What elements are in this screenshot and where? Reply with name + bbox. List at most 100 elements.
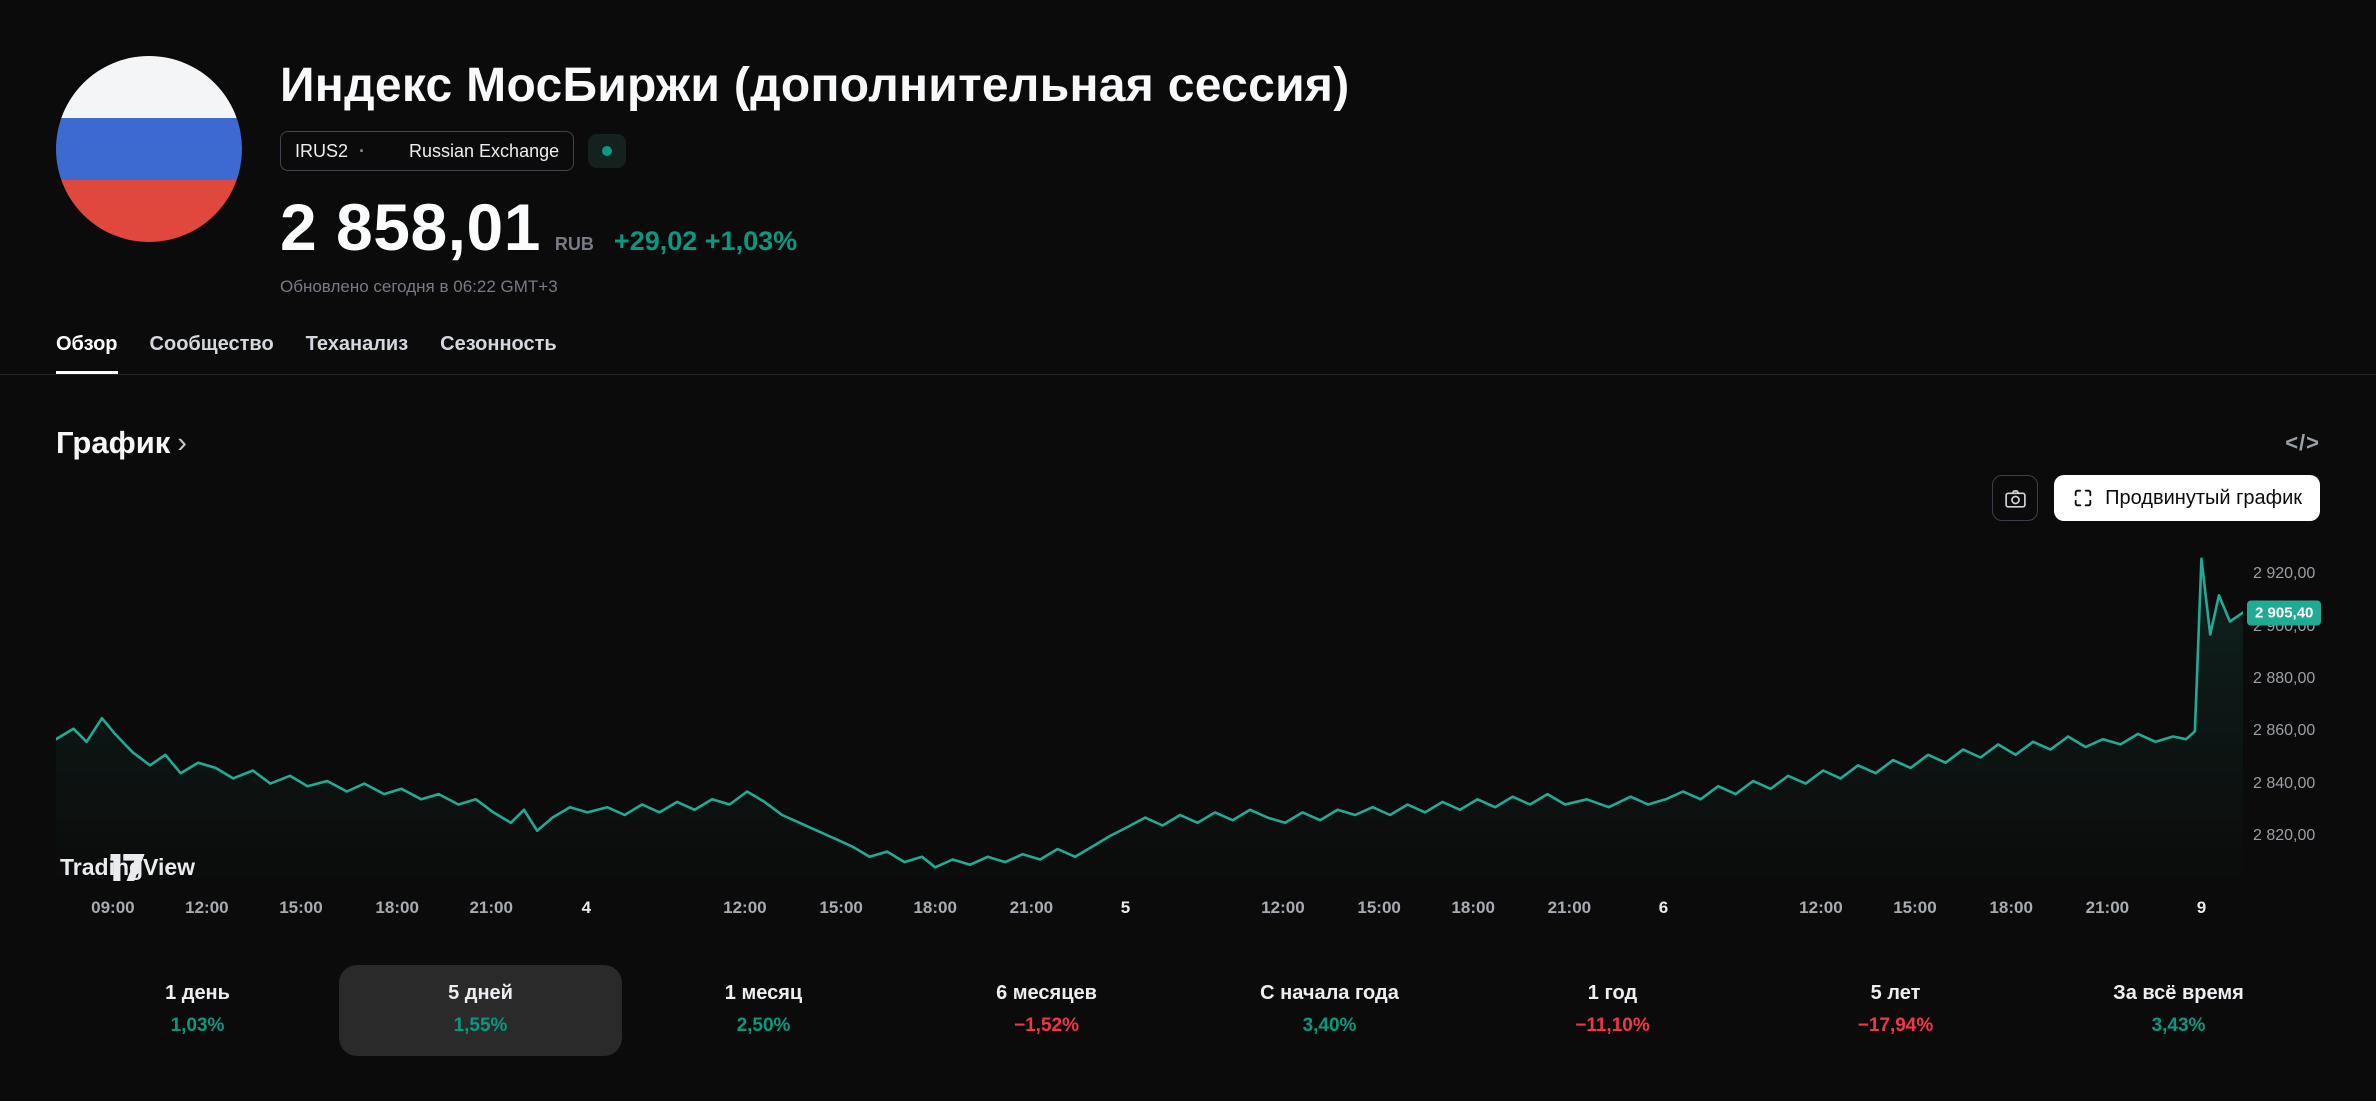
period-label: 1 день (165, 982, 230, 1004)
x-axis-label: 12:00 (723, 898, 767, 917)
market-status-indicator[interactable] (588, 134, 627, 168)
chart-section-title: График (56, 425, 171, 460)
period-change: −1,52% (1014, 1015, 1079, 1036)
chart-area-fill (56, 558, 2243, 883)
page-title: Индекс МосБиржи (дополнительная сессия) (280, 59, 1350, 112)
x-axis-label: 15:00 (819, 898, 863, 917)
russia-flag-logo (56, 56, 242, 242)
x-axis-label: 18:00 (1989, 898, 2033, 917)
y-axis-label: 2 920,00 (2253, 565, 2316, 583)
period-button-1m[interactable]: 1 месяц 2,50% (622, 965, 905, 1056)
symbol-exchange-pill[interactable]: IRUS2 · Russian Exchange (280, 131, 575, 171)
x-axis-label: 6 (1658, 898, 1669, 917)
period-change: −17,94% (1857, 1015, 1934, 1036)
x-axis-label: 21:00 (469, 898, 513, 917)
x-axis-label: 15:00 (279, 898, 323, 917)
advanced-chart-label: Продвинутый график (2105, 486, 2302, 509)
period-label: С начала года (1260, 982, 1399, 1004)
period-button-ytd[interactable]: С начала года 3,40% (1188, 965, 1471, 1056)
x-axis-label: 18:00 (1451, 898, 1495, 917)
chart-line (56, 559, 2243, 868)
price-change: +29,02 +1,03% (614, 226, 797, 257)
period-label: 5 лет (1870, 982, 1921, 1004)
period-label: 6 месяцев (996, 982, 1097, 1004)
tab-seasonality[interactable]: Сезонность (440, 333, 557, 355)
period-change: −11,10% (1575, 1015, 1650, 1036)
camera-icon (2004, 489, 2026, 508)
tab-bar: Обзор Сообщество Теханализ Сезонность (0, 327, 2376, 374)
tab-community[interactable]: Сообщество (149, 333, 274, 355)
x-axis-label: 18:00 (375, 898, 419, 917)
x-axis-label: 15:00 (1357, 898, 1401, 917)
x-axis-label: 21:00 (1547, 898, 1592, 917)
period-button-5d[interactable]: 5 дней 1,55% (339, 965, 622, 1056)
flag-stripe-red (56, 180, 242, 242)
period-button-all[interactable]: За всё время 3,43% (2037, 965, 2320, 1056)
chart-area: TradingView 2 905,40 2 920,00 2 900,00 2 8… (0, 543, 2376, 925)
y-axis-label: 2 820,00 (2253, 826, 2316, 844)
period-label: 1 месяц (724, 982, 803, 1004)
x-axis-label: 09:00 (91, 898, 135, 917)
price-chart-svg[interactable] (56, 543, 2243, 883)
expand-corners-icon (2074, 489, 2092, 507)
y-axis-label: 2 840,00 (2253, 774, 2316, 792)
tabs-divider (0, 374, 2376, 375)
period-change: 3,43% (2151, 1015, 2206, 1036)
y-axis: 2 905,40 2 920,00 2 900,00 2 880,00 2 860,0… (2243, 543, 2376, 883)
period-change: 3,40% (1302, 1015, 1357, 1036)
x-axis-label: 12:00 (1261, 898, 1305, 917)
x-axis-label: 12:00 (1799, 898, 1843, 917)
period-change: 1,55% (453, 1015, 508, 1036)
period-change: 2,50% (736, 1015, 791, 1036)
embed-code-icon[interactable]: </> (2285, 430, 2320, 455)
period-change: 1,03% (170, 1015, 225, 1036)
x-axis-label: 18:00 (913, 898, 957, 917)
last-price-badge: 2 905,40 (2247, 600, 2322, 626)
x-axis-label: 4 (581, 898, 592, 917)
symbol-ticker: IRUS2 (295, 140, 349, 161)
price-row: 2 858,01 RUB +29,02 +1,03% (280, 189, 1349, 265)
advanced-chart-button[interactable]: Продвинутый график (2054, 475, 2320, 521)
russia-flag-icon (376, 140, 398, 162)
last-price: 2 858,01 (280, 190, 541, 264)
period-selector: 1 день 1,03% 5 дней 1,55% 1 месяц 2,50% 6 меся… (56, 965, 2320, 1056)
flag-stripe-white (56, 56, 242, 118)
period-label: За всё время (2113, 982, 2244, 1004)
x-axis: 09:00 12:00 15:00 18:00 21:00 4 12:00 15:00 18:0… (56, 891, 2243, 925)
symbol-info: Индекс МосБиржи (дополнительная сессия) … (280, 56, 1349, 297)
currency-label: RUB (554, 234, 594, 254)
symbol-header: Индекс МосБиржи (дополнительная сессия) … (0, 0, 2376, 297)
update-time: Обновлено сегодня в 06:22 GMT+3 (280, 277, 558, 296)
period-button-1d[interactable]: 1 день 1,03% (56, 965, 339, 1056)
tab-technicals[interactable]: Теханализ (305, 333, 409, 355)
tab-overview[interactable]: Обзор (56, 327, 118, 374)
y-axis-label: 2 860,00 (2253, 722, 2316, 740)
period-label: 5 дней (448, 982, 513, 1004)
screenshot-button[interactable] (1992, 475, 2039, 521)
period-label: 1 год (1587, 982, 1638, 1004)
x-axis-label: 15:00 (1893, 898, 1937, 917)
x-axis-label: 9 (2196, 898, 2207, 917)
period-button-1y[interactable]: 1 год −11,10% (1471, 965, 1754, 1056)
market-open-dot-icon (602, 146, 613, 156)
price-change-abs: +29,02 (613, 226, 698, 256)
chart-section-link[interactable]: График › (56, 425, 187, 461)
chart-toolbar: Продвинутый график (0, 475, 2376, 521)
flag-stripe-blue (56, 118, 242, 180)
x-axis-label: 12:00 (185, 898, 229, 917)
x-axis-label: 5 (1120, 898, 1131, 917)
x-axis-label: 21:00 (1009, 898, 1054, 917)
x-axis-label: 21:00 (2085, 898, 2130, 917)
period-button-5y[interactable]: 5 лет −17,94% (1754, 965, 2037, 1056)
tradingview-logo-icon (110, 854, 145, 881)
separator-dot: · (359, 140, 366, 161)
chart-section-head: График › </> (0, 425, 2376, 461)
exchange-name: Russian Exchange (409, 140, 560, 161)
period-button-6m[interactable]: 6 месяцев −1,52% (905, 965, 1188, 1056)
y-axis-label: 2 880,00 (2253, 670, 2316, 687)
price-change-pct: +1,03% (704, 226, 798, 256)
chart-plot[interactable]: TradingView (56, 543, 2243, 883)
chevron-right-icon: › (177, 426, 187, 459)
symbol-badge-row: IRUS2 · Russian Exchange (280, 131, 1349, 171)
tradingview-watermark[interactable]: TradingView (60, 854, 195, 881)
